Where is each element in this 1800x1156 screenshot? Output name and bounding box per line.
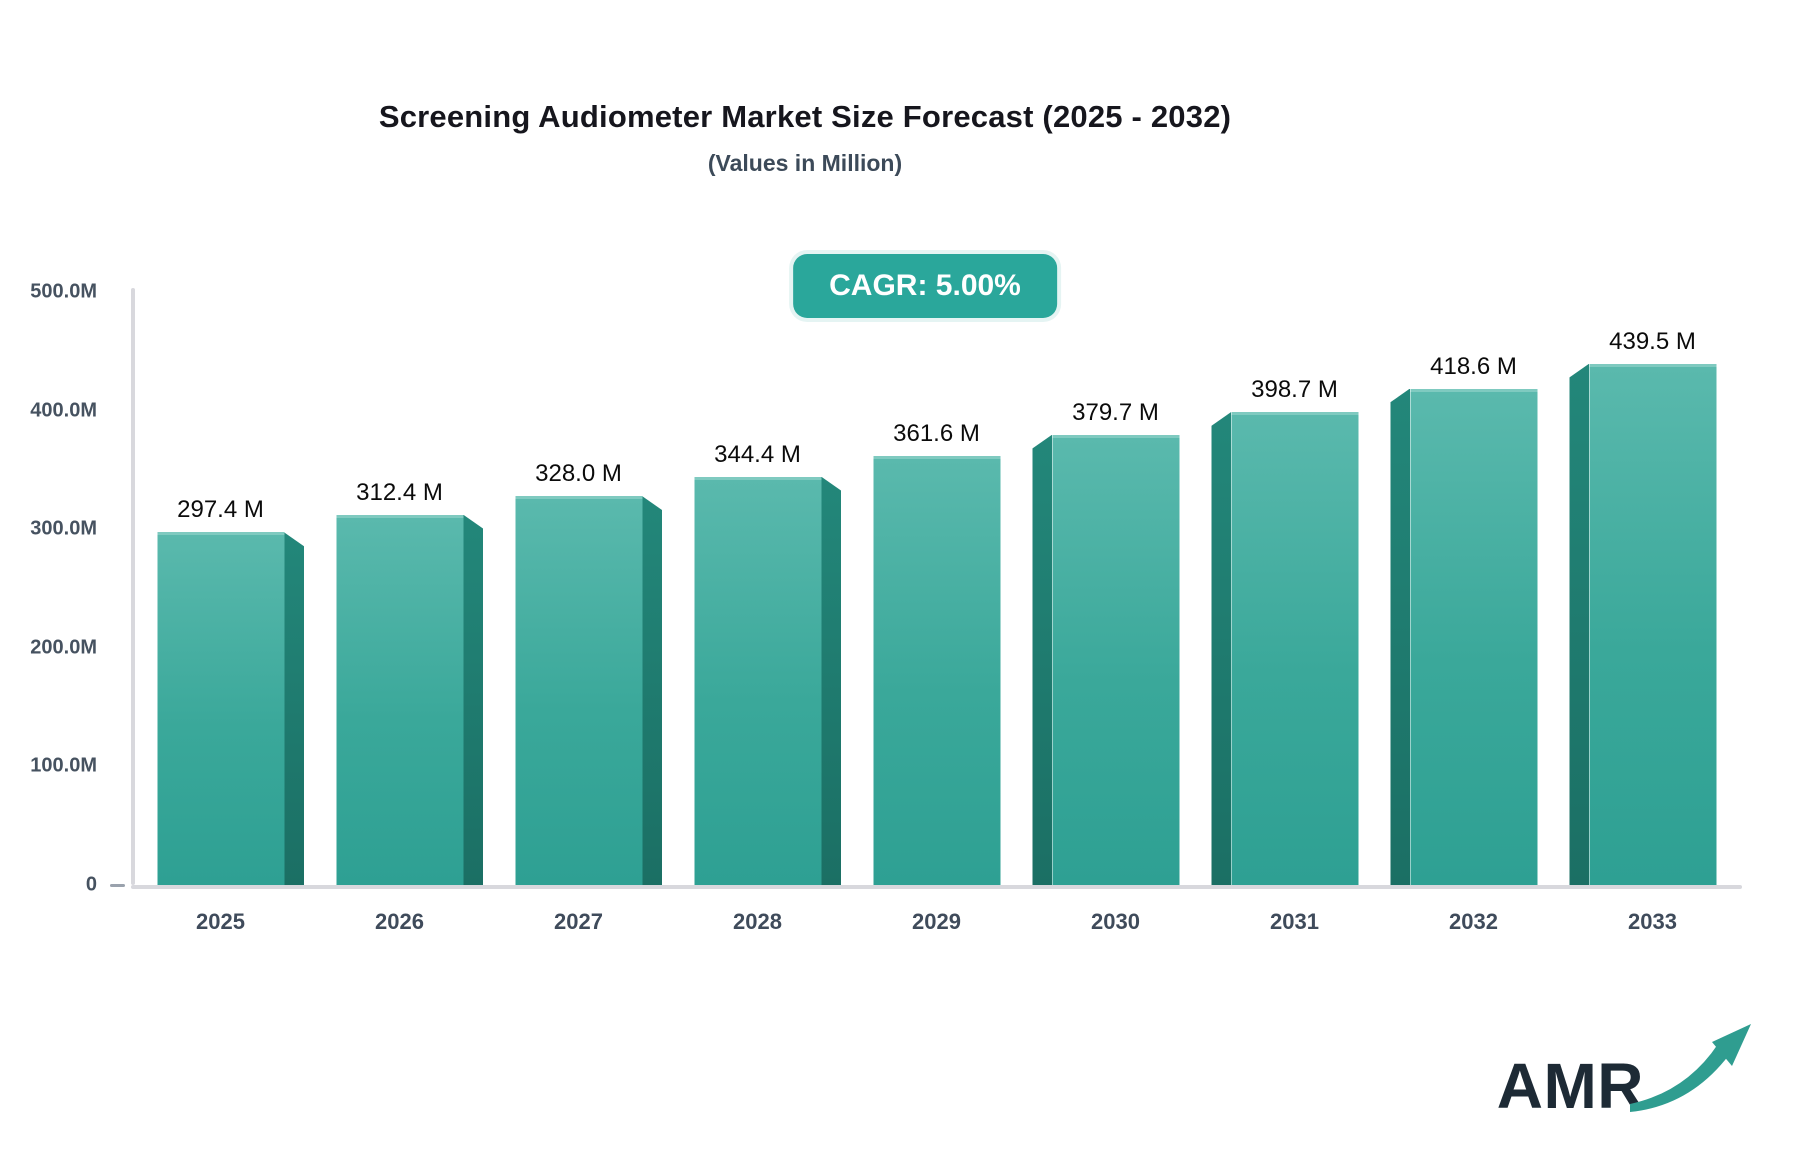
- bar-3d-side: [821, 476, 841, 885]
- y-axis-line: [131, 288, 135, 885]
- bar: 344.4 M: [694, 441, 841, 885]
- x-axis-tick-label: 2031: [1270, 909, 1319, 934]
- bar-cell: 297.4 M 2025: [131, 292, 310, 934]
- bar: 398.7 M: [1211, 376, 1358, 885]
- bar-3d-side: [642, 496, 662, 885]
- bar-cell: 418.6 M 2032: [1384, 292, 1563, 934]
- y-axis-tick-label: 400.0M: [30, 399, 97, 422]
- y-axis-tick-text: 100.0M: [30, 754, 97, 777]
- growth-arrow-icon: [1630, 1024, 1751, 1112]
- bar-value-label: 418.6 M: [1430, 352, 1517, 380]
- y-axis-tick-labels: 500.0M 400.0M 300.0M 200.0M 100.0M 0: [30, 281, 1742, 896]
- bar-3d-side: [463, 514, 483, 885]
- bar: 328.0 M: [515, 460, 662, 885]
- x-axis-tick-label: 2027: [554, 909, 603, 934]
- bar-cell: 439.5 M 2033: [1563, 292, 1742, 934]
- x-axis-tick-label: 2032: [1449, 909, 1498, 934]
- x-axis-baseline: [131, 885, 1742, 889]
- bar-value-label: 361.6 M: [893, 420, 980, 448]
- bar-cell: 398.7 M 2031: [1205, 292, 1384, 934]
- bar-cell: 344.4 M 2028: [668, 292, 847, 934]
- bar-cell: 379.7 M 2030: [1026, 292, 1205, 934]
- y-axis-tick-text: 500.0M: [30, 280, 97, 303]
- bar: 418.6 M: [1390, 353, 1537, 885]
- y-axis-tick-text: 400.0M: [30, 399, 97, 422]
- x-axis-tick-label: 2029: [912, 909, 961, 934]
- bar-series: 297.4 M 2025 312.4 M 2026 328.0 M 2027 3…: [131, 292, 1742, 934]
- bar-value-label: 379.7 M: [1072, 398, 1159, 426]
- bar-cell: 361.6 M 2029: [847, 292, 1026, 934]
- y-axis-tick-label: 300.0M: [30, 518, 97, 541]
- bar-value-label: 439.5 M: [1609, 327, 1696, 355]
- y-axis-tick-text: 300.0M: [30, 517, 97, 540]
- bar-value-label: 328.0 M: [535, 460, 622, 487]
- bar-3d-side: [1211, 412, 1231, 885]
- zero-tick-mark: [110, 883, 125, 887]
- bar-value-label: 297.4 M: [177, 496, 264, 524]
- bar-3d-side: [1032, 434, 1052, 885]
- y-axis-tick-label: 100.0M: [30, 755, 97, 778]
- bar-3d-side: [1569, 363, 1589, 885]
- amr-logo: AMR: [1496, 1022, 1752, 1123]
- y-axis-tick-label: 200.0M: [30, 636, 97, 659]
- x-axis-tick-label: 2033: [1628, 909, 1677, 934]
- x-axis-tick-label: 2025: [196, 909, 245, 934]
- bar-value-label: 344.4 M: [714, 440, 801, 468]
- y-axis-tick-text: 200.0M: [30, 636, 97, 659]
- bar-chart: 500.0M 400.0M 300.0M 200.0M 100.0M 0 297…: [30, 281, 1742, 934]
- y-axis-tick-label: 0: [85, 873, 125, 897]
- bar-value-label: 312.4 M: [356, 478, 443, 506]
- x-axis-tick-label: 2026: [375, 909, 424, 934]
- bar-value-label: 398.7 M: [1251, 376, 1338, 404]
- bar: 439.5 M: [1569, 328, 1716, 885]
- chart-title: Screening Audiometer Market Size Forecas…: [378, 99, 1232, 134]
- bar: 379.7 M: [1032, 399, 1179, 885]
- chart-subtitle: (Values in Million): [707, 150, 903, 176]
- bar: 312.4 M: [336, 479, 483, 885]
- bar-cell: 328.0 M 2027: [489, 292, 668, 934]
- y-axis-tick-label: 500.0M: [30, 281, 97, 304]
- cagr-badge: CAGR: 5.00%: [793, 254, 1057, 318]
- bar: 297.4 M: [157, 496, 304, 885]
- bar-3d-side: [1390, 388, 1410, 885]
- amr-logo-text: AMR: [1496, 1050, 1644, 1123]
- bar-3d-side: [284, 532, 304, 885]
- bar-cell: 312.4 M 2026: [310, 292, 489, 934]
- y-axis-tick-text: 0: [85, 873, 97, 896]
- x-axis-tick-label: 2030: [1091, 909, 1140, 934]
- bar: 361.6 M: [873, 420, 1000, 885]
- x-axis-tick-label: 2028: [733, 909, 782, 934]
